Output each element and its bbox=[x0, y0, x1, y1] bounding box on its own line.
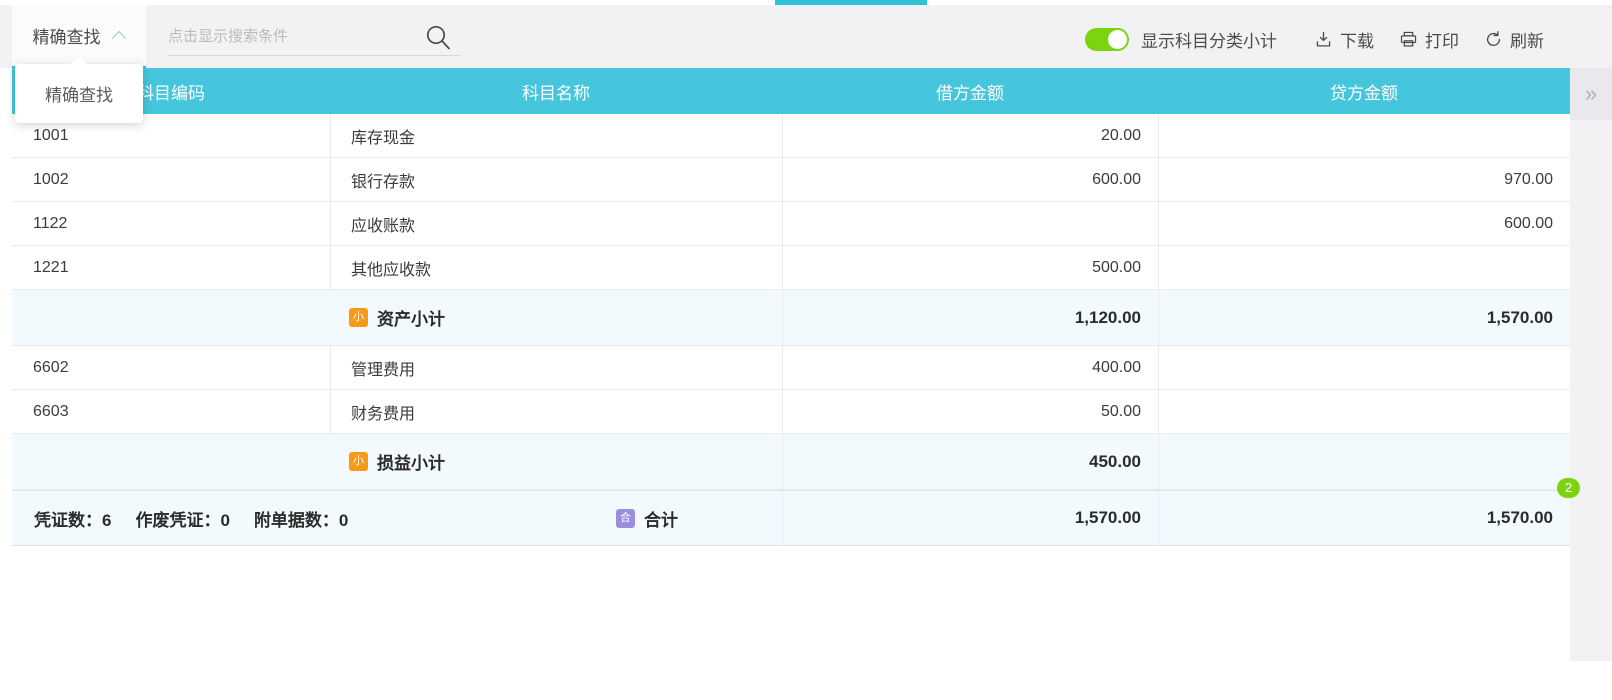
subtotal-credit: 1,570.00 bbox=[1158, 290, 1570, 345]
cell-name: 其他应收款 bbox=[330, 246, 782, 289]
attachment-count: 附单据数：0 bbox=[253, 510, 349, 530]
table-subtotal-row: 小资产小计 1,120.00 1,570.00 bbox=[12, 290, 1570, 346]
download-icon bbox=[1314, 30, 1333, 49]
floating-count-badge[interactable]: 2 bbox=[1557, 478, 1581, 498]
total-label-cell: 合 合计 bbox=[512, 491, 782, 545]
refresh-icon bbox=[1484, 30, 1503, 49]
cell-name: 财务费用 bbox=[330, 390, 782, 433]
cell-name: 应收账款 bbox=[330, 202, 782, 245]
table-row[interactable]: 1122 应收账款 600.00 bbox=[12, 202, 1570, 246]
tab-strip bbox=[0, 0, 1612, 5]
cell-name: 银行存款 bbox=[330, 158, 782, 201]
column-header-debit[interactable]: 借方金额 bbox=[936, 83, 1004, 103]
total-debit: 1,570.00 bbox=[782, 491, 1158, 545]
print-icon bbox=[1399, 30, 1418, 49]
print-button[interactable]: 打印 bbox=[1399, 25, 1459, 53]
column-header-code[interactable]: 科目编码 bbox=[137, 83, 205, 103]
cell-code: 1221 bbox=[33, 258, 69, 276]
chevron-up-icon bbox=[113, 29, 126, 42]
download-label: 下载 bbox=[1340, 31, 1374, 51]
table-body: 1001 库存现金 20.00 1002 银行存款 600.00 970.00 1122 应收账… bbox=[12, 114, 1570, 490]
cell-credit bbox=[1158, 390, 1570, 433]
toolbar: 精确查找 显示科目分类小计 下载 bbox=[0, 5, 1612, 68]
table-footer-total-row: 凭证数：6 作废凭证：0 附单据数：0 合 合计 1,570.00 1,570.… bbox=[12, 490, 1570, 546]
cell-credit bbox=[1158, 114, 1570, 157]
subtotal-debit: 1,120.00 bbox=[782, 290, 1158, 345]
subtotal-credit bbox=[1158, 434, 1570, 489]
search-icon[interactable] bbox=[424, 23, 452, 51]
refresh-button[interactable]: 刷新 bbox=[1484, 25, 1544, 53]
table-row[interactable]: 1002 银行存款 600.00 970.00 bbox=[12, 158, 1570, 202]
total-label: 合计 bbox=[644, 510, 678, 530]
show-subtotal-toggle[interactable] bbox=[1085, 27, 1129, 51]
cell-name: 库存现金 bbox=[330, 114, 782, 157]
subtotal-label: 损益小计 bbox=[377, 454, 445, 473]
right-side-panel: » bbox=[1570, 68, 1612, 661]
total-badge-icon: 合 bbox=[616, 508, 635, 528]
exact-search-tab-label: 精确查找 bbox=[32, 28, 101, 47]
cell-credit: 970.00 bbox=[1158, 158, 1570, 201]
cell-debit: 20.00 bbox=[782, 114, 1158, 157]
table-row[interactable]: 6603 财务费用 50.00 bbox=[12, 390, 1570, 434]
cell-credit bbox=[1158, 346, 1570, 389]
cell-code: 1001 bbox=[33, 126, 69, 144]
voucher-counts: 凭证数：6 作废凭证：0 附单据数：0 bbox=[12, 491, 512, 545]
cell-debit bbox=[782, 202, 1158, 245]
cell-code: 6603 bbox=[33, 402, 69, 420]
voucher-count: 凭证数：6 bbox=[34, 510, 112, 530]
cell-name: 管理费用 bbox=[330, 346, 782, 389]
subtotal-label-cell: 小资产小计 bbox=[12, 290, 782, 345]
toggle-knob bbox=[1108, 29, 1127, 49]
accounts-table: 科目编码 科目名称 借方金额 贷方金额 1001 库存现金 20.00 1002 银行存… bbox=[12, 68, 1570, 661]
subtotal-toggle-row: 显示科目分类小计 bbox=[1085, 25, 1277, 53]
expand-panel-button[interactable]: » bbox=[1570, 68, 1612, 120]
void-voucher-count: 作废凭证：0 bbox=[135, 510, 230, 530]
refresh-label: 刷新 bbox=[1510, 31, 1544, 51]
cell-debit: 500.00 bbox=[782, 246, 1158, 289]
cell-debit: 50.00 bbox=[782, 390, 1158, 433]
cell-debit: 600.00 bbox=[782, 158, 1158, 201]
subtotal-label-cell: 小损益小计 bbox=[12, 434, 782, 489]
table-row[interactable]: 1001 库存现金 20.00 bbox=[12, 114, 1570, 158]
table-row[interactable]: 1221 其他应收款 500.00 bbox=[12, 246, 1570, 290]
active-tab-indicator bbox=[775, 0, 927, 5]
show-subtotal-label: 显示科目分类小计 bbox=[1141, 31, 1277, 51]
cell-credit bbox=[1158, 246, 1570, 289]
table-subtotal-row: 小损益小计 450.00 bbox=[12, 434, 1570, 490]
subtotal-debit: 450.00 bbox=[782, 434, 1158, 489]
search-field-wrap bbox=[168, 18, 460, 56]
table-row[interactable]: 6602 管理费用 400.00 bbox=[12, 346, 1570, 390]
cell-code: 6602 bbox=[33, 358, 69, 376]
column-header-name[interactable]: 科目名称 bbox=[522, 83, 590, 103]
exact-search-tooltip: 精确查找 bbox=[15, 56, 143, 123]
cell-code: 1002 bbox=[33, 170, 69, 188]
chevron-double-right-icon: » bbox=[1584, 81, 1598, 106]
subtotal-label: 资产小计 bbox=[377, 310, 445, 329]
total-credit: 1,570.00 bbox=[1158, 491, 1570, 545]
column-header-credit[interactable]: 贷方金额 bbox=[1330, 83, 1398, 103]
exact-search-tooltip-text: 精确查找 bbox=[45, 86, 113, 105]
search-input[interactable] bbox=[168, 18, 460, 54]
download-button[interactable]: 下载 bbox=[1314, 25, 1374, 53]
cell-code: 1122 bbox=[33, 214, 68, 232]
cell-credit: 600.00 bbox=[1158, 202, 1570, 245]
subtotal-badge-icon: 小 bbox=[349, 452, 368, 471]
subtotal-badge-icon: 小 bbox=[349, 308, 368, 327]
print-label: 打印 bbox=[1425, 31, 1459, 51]
cell-debit: 400.00 bbox=[782, 346, 1158, 389]
table-header-row: 科目编码 科目名称 借方金额 贷方金额 bbox=[12, 68, 1570, 114]
